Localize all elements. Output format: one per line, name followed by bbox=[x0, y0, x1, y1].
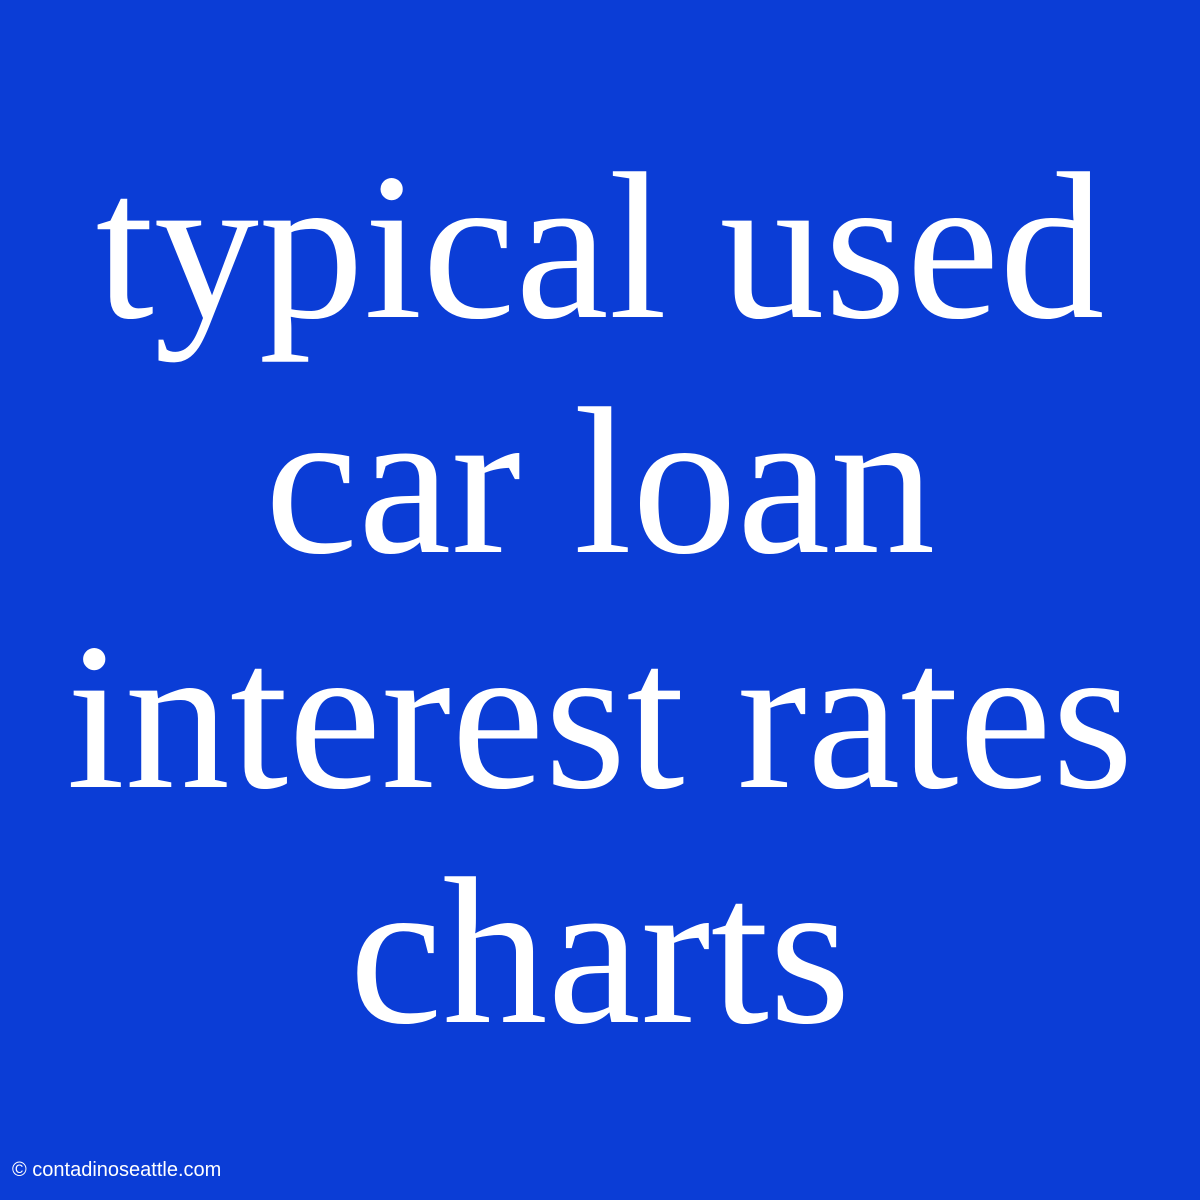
attribution-text: © contadinoseattle.com bbox=[12, 1159, 221, 1182]
main-headline-text: typical used car loan interest rates cha… bbox=[0, 130, 1200, 1071]
